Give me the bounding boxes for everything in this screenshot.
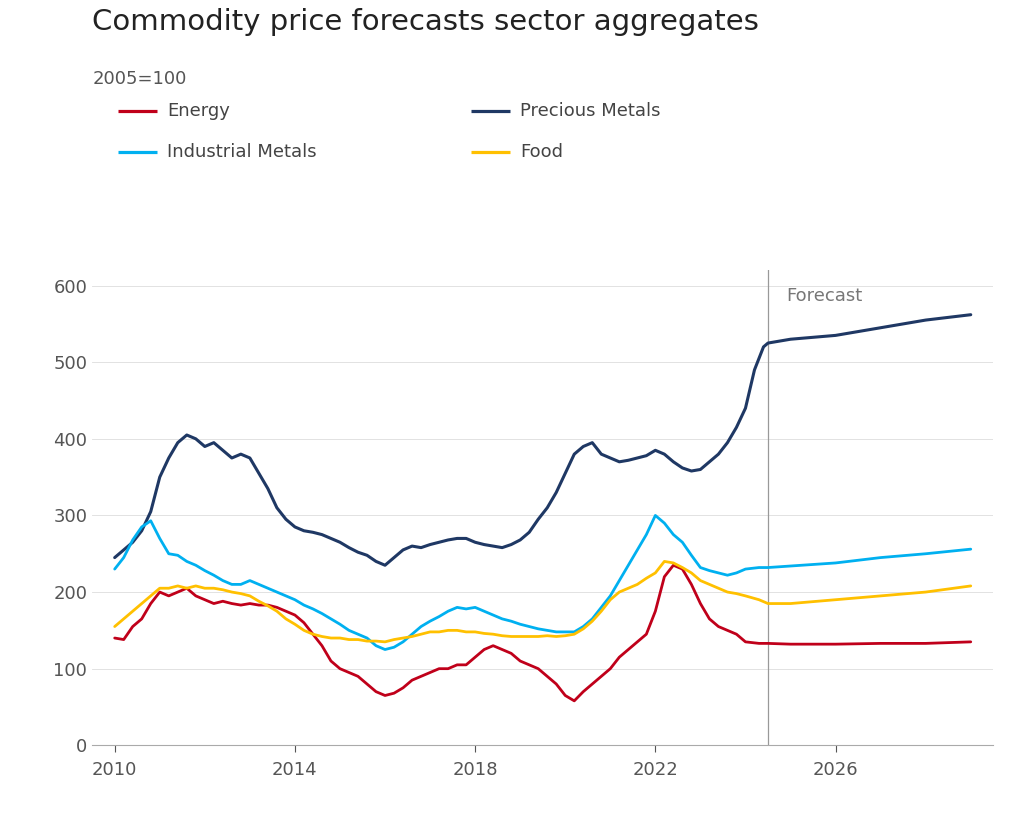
Text: Forecast: Forecast	[786, 287, 862, 305]
Text: Food: Food	[520, 143, 563, 161]
Text: Precious Metals: Precious Metals	[520, 102, 660, 120]
Text: Commodity price forecasts sector aggregates: Commodity price forecasts sector aggrega…	[92, 8, 759, 36]
Text: Energy: Energy	[167, 102, 229, 120]
Text: Industrial Metals: Industrial Metals	[167, 143, 316, 161]
Text: 2005=100: 2005=100	[92, 70, 186, 88]
